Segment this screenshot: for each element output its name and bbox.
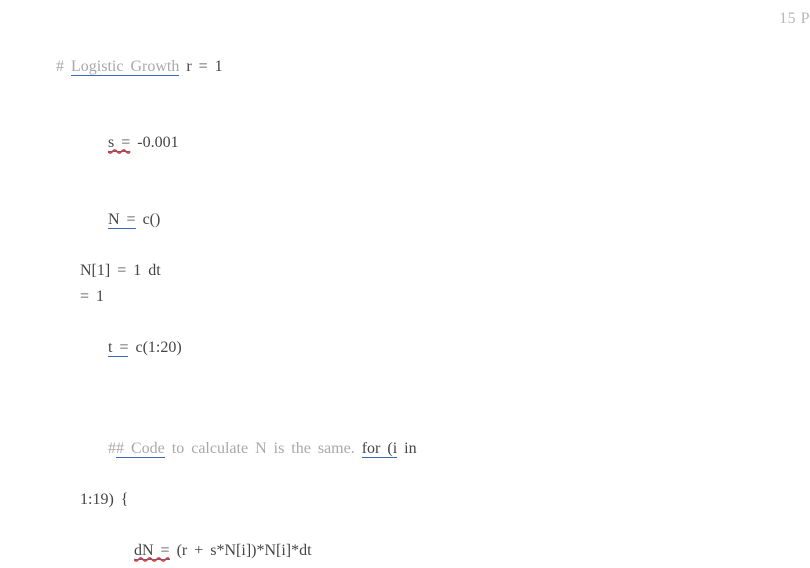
code-text: c(1:20) [128, 339, 181, 356]
code-text: -0.001 [130, 134, 178, 151]
code-line: N = c() [28, 182, 790, 259]
code-text: c() [136, 211, 161, 228]
blank-line [28, 386, 790, 410]
code-text: in [397, 440, 416, 457]
header-page-indicator: 15 P [779, 6, 810, 32]
code-line: N[1] = 1 dt [28, 258, 790, 284]
comment-text: # [56, 58, 71, 75]
code-line: t = c(1:20) [28, 310, 790, 387]
code-text: r = 1 [179, 58, 222, 75]
document-page: 15 P # Logistic Growth r = 1 s = -0.001 … [0, 0, 810, 568]
comment-text: # Code [116, 440, 165, 458]
code-text: N = [108, 211, 136, 229]
code-line: 1:19) { [28, 487, 790, 513]
comment-text: # [108, 440, 116, 457]
code-line: # Logistic Growth r = 1 [28, 28, 790, 105]
code-line: dN = (r + s*N[i])*N[i]*dt [28, 513, 790, 568]
code-line: s = -0.001 [28, 105, 790, 182]
code-line: ## Code to calculate N is the same. for … [28, 410, 790, 487]
code-text: s = [108, 134, 130, 152]
comment-text: to calculate N is the same. [165, 440, 362, 457]
code-text: (r + s*N[i])*N[i]*dt [170, 542, 312, 559]
code-text: t = [108, 339, 128, 357]
code-text: dN = [134, 542, 170, 560]
code-text: for (i [362, 440, 397, 458]
code-line: = 1 [28, 284, 790, 310]
comment-text: Logistic Growth [71, 58, 179, 76]
